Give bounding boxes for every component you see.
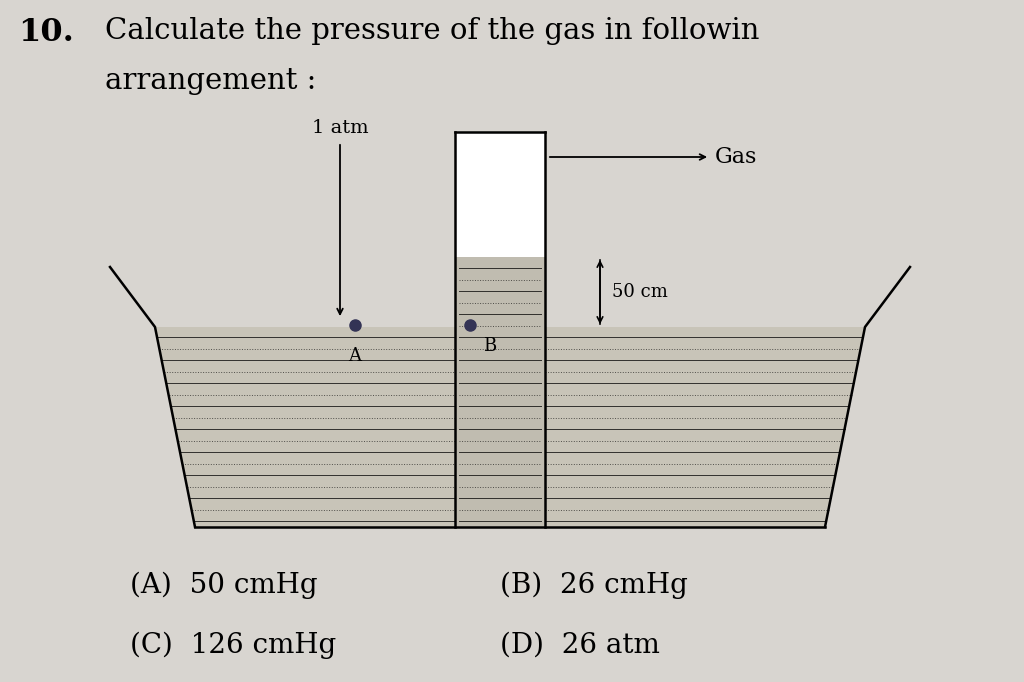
Polygon shape [155,327,865,527]
Text: B: B [483,337,497,355]
Text: Gas: Gas [715,146,758,168]
Text: 50 cm: 50 cm [612,283,668,301]
Text: (D)  26 atm: (D) 26 atm [500,632,659,659]
Text: 10.: 10. [18,17,74,48]
Text: 1 atm: 1 atm [311,119,369,137]
Text: arrangement :: arrangement : [105,67,316,95]
Text: A: A [348,347,361,365]
Text: (C)  126 cmHg: (C) 126 cmHg [130,632,336,659]
Text: Calculate the pressure of the gas in followin: Calculate the pressure of the gas in fol… [105,17,760,45]
Bar [455,257,545,527]
Bar [455,132,545,257]
Text: (B)  26 cmHg: (B) 26 cmHg [500,572,688,599]
Text: (A)  50 cmHg: (A) 50 cmHg [130,572,317,599]
